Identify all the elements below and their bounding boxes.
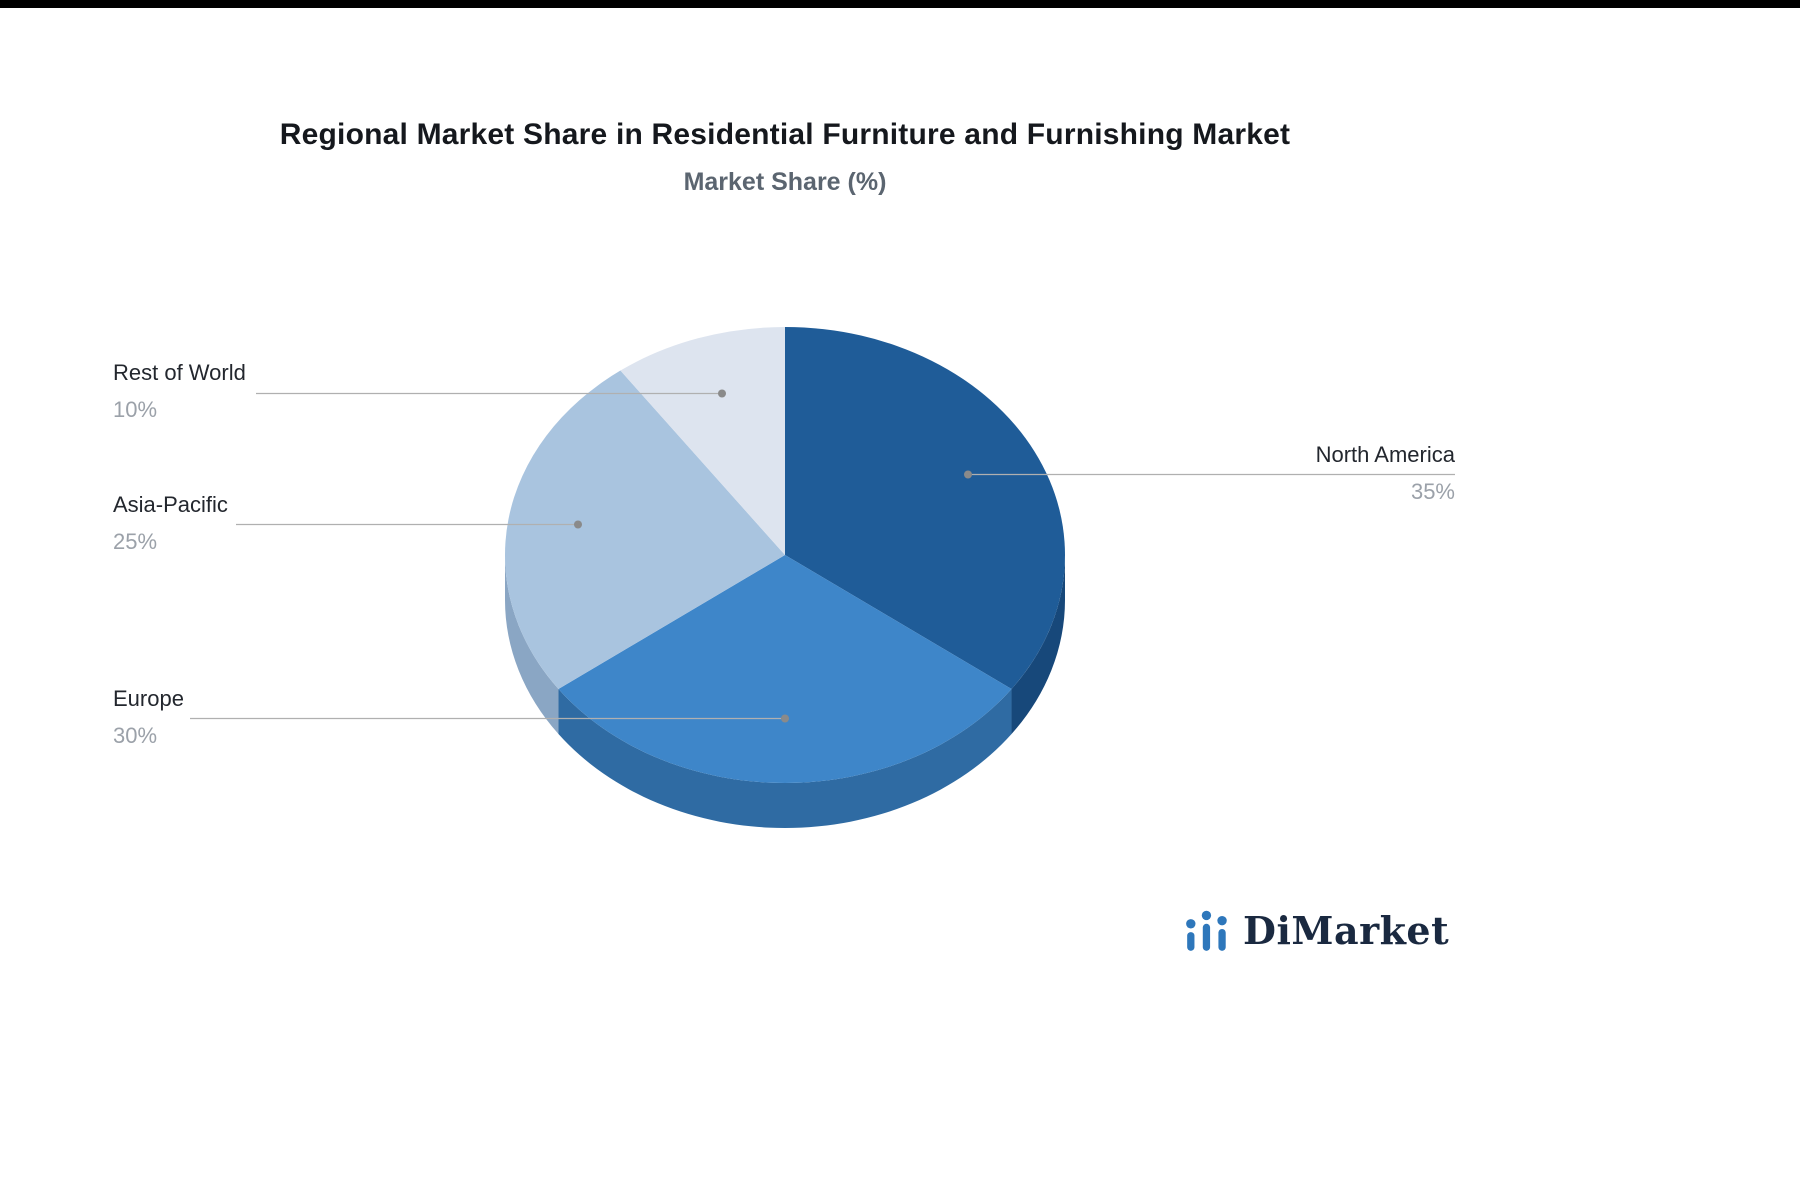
slice-value-rest-of-world: 10% [113,397,158,422]
leader-dot-europe [781,714,789,723]
chart-subtitle: Market Share (%) [683,168,887,196]
pie-slices [504,327,1065,828]
leader-dot-asia-pacific [574,520,582,529]
leader-dot-north-america [964,470,972,479]
slice-label-rest-of-world: Rest of World [113,360,246,385]
slice-value-asia-pacific: 25% [113,529,158,554]
pie-slice-rest-of-world [620,327,785,555]
slice-label-asia-pacific: Asia-Pacific [113,492,228,517]
leader-lines [190,392,1455,720]
slice-label-europe: Europe [113,686,184,711]
chart-title: Regional Market Share in Residential Fur… [279,118,1291,151]
leader-dot-rest-of-world [718,389,726,398]
pie-slice-asia-pacific [504,370,785,690]
slice-label-north-america: North America [1315,442,1455,467]
leader-dots [574,389,972,723]
pie-slice-side-europe [558,689,1012,828]
brand-logo-text: DiMarket [1243,907,1450,953]
pie-slice-north-america [785,327,1065,690]
pie-slice-europe [558,555,1012,783]
slice-value-north-america: 35% [1410,479,1455,504]
pie-slice-side-north-america [1011,555,1065,735]
brand-logo: DiMarket [1185,905,1449,955]
pie-slice-side-asia-pacific [505,555,559,735]
bar-chart-icon [1186,910,1227,951]
window-top-edge [0,0,1800,8]
slice-value-europe: 30% [113,723,158,748]
